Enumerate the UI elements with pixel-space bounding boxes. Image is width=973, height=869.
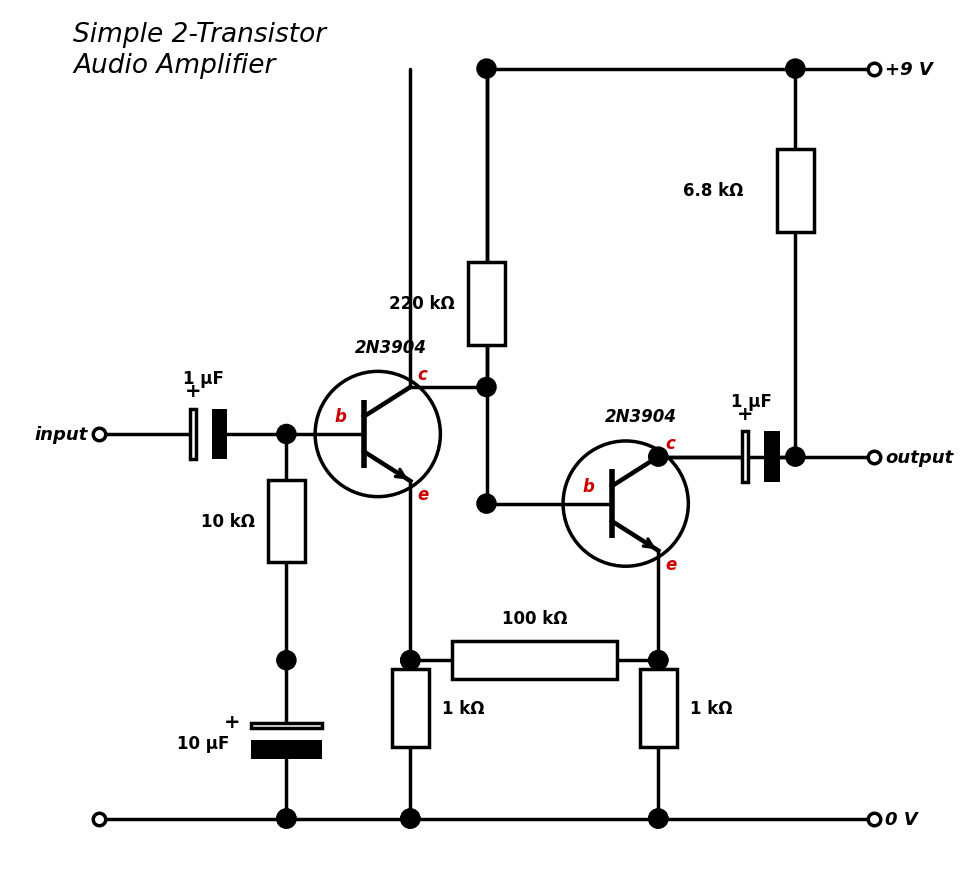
Text: 100 kΩ: 100 kΩ (501, 609, 567, 627)
Text: 1 kΩ: 1 kΩ (442, 700, 485, 717)
Circle shape (649, 809, 667, 828)
Circle shape (786, 60, 805, 79)
Circle shape (477, 60, 496, 79)
Circle shape (277, 809, 296, 828)
Text: c: c (666, 434, 675, 453)
Text: 6.8 kΩ: 6.8 kΩ (683, 182, 743, 200)
Text: b: b (335, 408, 346, 426)
Text: e: e (417, 486, 428, 504)
Text: output: output (885, 448, 954, 466)
Text: Simple 2-Transistor
Audio Amplifier: Simple 2-Transistor Audio Amplifier (73, 22, 326, 79)
Bar (777, 149, 813, 232)
Bar (211, 409, 228, 460)
Bar (764, 432, 779, 482)
Circle shape (401, 651, 420, 670)
Circle shape (649, 448, 667, 467)
Bar (451, 641, 617, 680)
Bar (269, 480, 305, 563)
Text: +9 V: +9 V (885, 61, 933, 78)
Bar (251, 740, 322, 760)
Circle shape (401, 809, 420, 828)
Circle shape (277, 425, 296, 444)
Text: 0 V: 0 V (885, 810, 918, 827)
Text: b: b (583, 477, 595, 495)
Text: 220 kΩ: 220 kΩ (389, 295, 455, 313)
Circle shape (277, 651, 296, 670)
Text: 2N3904: 2N3904 (355, 338, 427, 356)
Circle shape (477, 378, 496, 397)
Circle shape (649, 651, 667, 670)
Text: +: + (224, 713, 240, 732)
Text: input: input (35, 426, 88, 443)
Text: 2N3904: 2N3904 (605, 408, 677, 426)
Circle shape (401, 809, 420, 828)
Bar (251, 723, 322, 728)
Text: +: + (185, 381, 201, 401)
Bar (742, 432, 748, 482)
Text: 1 kΩ: 1 kΩ (690, 700, 732, 717)
Bar (640, 669, 676, 747)
Circle shape (649, 809, 667, 828)
Bar (190, 409, 196, 460)
Text: e: e (666, 555, 676, 574)
Circle shape (401, 651, 420, 670)
Text: c: c (417, 365, 427, 383)
Circle shape (786, 448, 805, 467)
Text: +: + (738, 404, 753, 423)
Circle shape (477, 494, 496, 514)
Circle shape (649, 651, 667, 670)
Circle shape (277, 809, 296, 828)
Text: 1 µF: 1 µF (732, 392, 773, 410)
Text: 1 µF: 1 µF (183, 369, 224, 388)
Bar (468, 262, 505, 345)
Text: 10 µF: 10 µF (177, 734, 229, 752)
Text: 10 kΩ: 10 kΩ (201, 513, 255, 530)
Bar (392, 669, 428, 747)
